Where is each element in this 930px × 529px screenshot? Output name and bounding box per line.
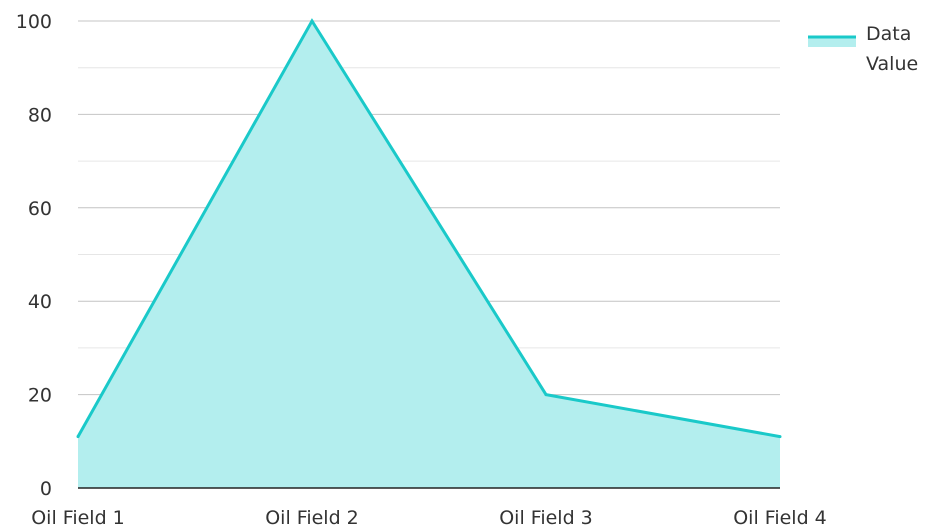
y-tick-labels: 0 20 40 60 80 100 [16, 11, 52, 500]
x-tick-label: Oil Field 3 [499, 507, 593, 529]
series-line [76, 18, 781, 439]
x-tick-label: Oil Field 1 [31, 507, 125, 529]
y-tick-label: 20 [28, 385, 52, 407]
y-tick-label: 60 [28, 198, 52, 220]
y-tick-label: 80 [28, 104, 52, 126]
area-fill [78, 21, 780, 488]
data-point-oil-field-2[interactable] [310, 19, 314, 23]
x-tick-label: Oil Field 2 [265, 507, 359, 529]
y-tick-label: 100 [16, 11, 52, 33]
x-tick-labels: Oil Field 1 Oil Field 2 Oil Field 3 Oil Fie… [31, 507, 827, 529]
area-series [76, 18, 782, 488]
legend[interactable]: Data Value [808, 23, 918, 75]
legend-label: Data Value [866, 23, 918, 75]
legend-swatch-fill [808, 37, 856, 47]
data-point-oil-field-1[interactable] [76, 435, 80, 439]
x-tick-label: Oil Field 4 [733, 507, 827, 529]
data-point-oil-field-3[interactable] [544, 393, 548, 397]
y-tick-label: 0 [40, 478, 52, 500]
y-tick-label: 40 [28, 291, 52, 313]
data-point-oil-field-4[interactable] [778, 435, 782, 439]
